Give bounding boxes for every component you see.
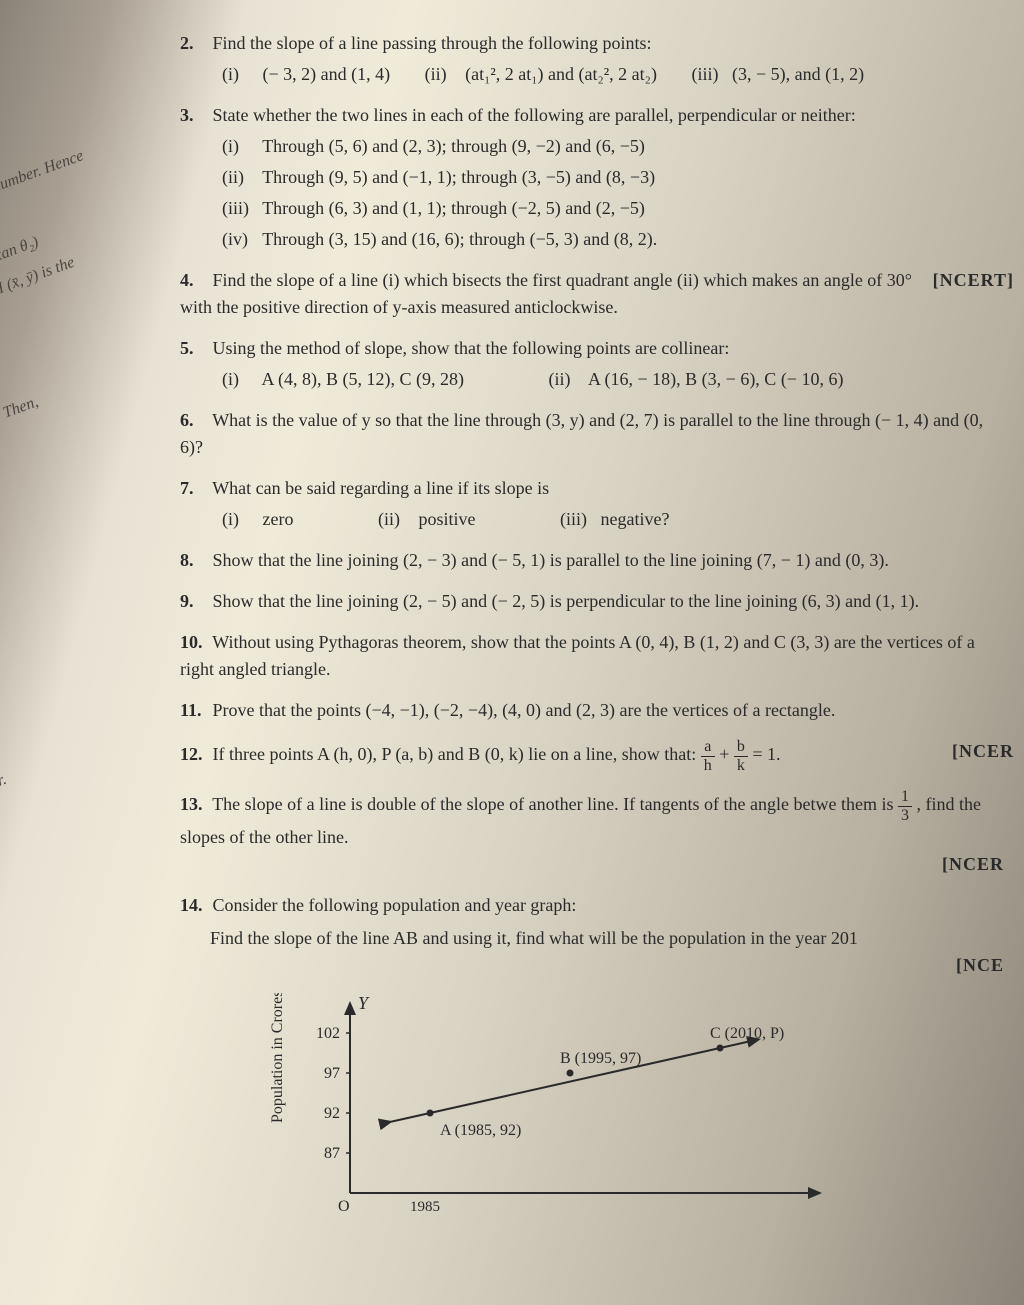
qtext: Find the slope of a line passing through… [213,33,652,53]
sub-text: Through (6, 3) and (1, 1); through (−2, … [262,198,645,218]
qnum: 4. [180,267,208,294]
sub-label: (i) [222,61,258,88]
qnum: 8. [180,547,208,574]
ncert-tag: [NCERT] [933,267,1014,294]
sub-label: (iii) [691,61,727,88]
question-6: 6. What is the value of y so that the li… [180,407,1004,461]
question-12: [NCER 12. If three points A (h, 0), P (a… [180,738,1004,774]
svg-text:97: 97 [324,1065,340,1082]
fraction: 13 [898,788,912,824]
fraction: ah [701,738,715,774]
qnum: 12. [180,741,208,768]
sub-text: (3, − 5), and (1, 2) [732,64,864,84]
svg-text:87: 87 [324,1145,340,1162]
qnum: 14. [180,892,208,919]
ncert-tag: [NCE [180,952,1004,979]
qtext: Show that the line joining (2, − 5) and … [213,591,920,611]
qnum: 2. [180,30,208,57]
plus: + [719,744,734,764]
ncert-tag: [NCER [180,851,1004,878]
fraction: bk [734,738,748,774]
question-5: 5. Using the method of slope, show that … [180,335,1004,393]
qtext: Using the method of slope, show that the… [213,338,730,358]
margin-note: number. Hence [0,144,87,199]
sub-text: Through (5, 6) and (2, 3); through (9, −… [262,136,645,156]
sub-text: positive [418,509,475,529]
sub-label: (i) [222,366,258,393]
question-13: 13. The slope of a line is double of the… [180,788,1004,878]
sub-text: Through (3, 15) and (16, 6); through (−5… [262,229,657,249]
svg-text:1985: 1985 [410,1199,440,1215]
question-4: [NCERT] 4. Find the slope of a line (i) … [180,267,1004,321]
sub-label: (i) [222,133,258,160]
sub-text: A (16, − 18), B (3, − 6), C (− 10, 6) [588,369,843,389]
qtext: State whether the two lines in each of t… [213,105,856,125]
question-14: 14. Consider the following population an… [180,892,1004,979]
qnum: 10. [180,629,208,656]
qtext: Find the slope of a line (i) which bisec… [180,270,912,317]
qtext-before: The slope of a line is double of the slo… [212,794,898,814]
qtext: What is the value of y so that the line … [180,410,983,457]
svg-text:92: 92 [324,1105,340,1122]
sub-label: (ii) [378,506,414,533]
qnum: 13. [180,791,208,818]
sub-text: (at₁², 2 at₁) and (at₂², 2 at₂) [465,64,657,84]
question-9: 9. Show that the line joining (2, − 5) a… [180,588,1004,615]
qtext: What can be said regarding a line if its… [212,478,549,498]
qtext-after: = 1. [752,744,780,764]
sub-label: (ii) [549,366,585,393]
qtext: Without using Pythagoras theorem, show t… [180,632,975,679]
question-8: 8. Show that the line joining (2, − 3) a… [180,547,1004,574]
population-graph: Y O Population in Crores 102 97 92 87 A (1985, … [260,993,1004,1253]
question-3: 3. State whether the two lines in each o… [180,102,1004,253]
sub-text: negative? [600,509,669,529]
sub-label: (iv) [222,226,258,253]
svg-text:O: O [338,1198,350,1215]
qnum: 7. [180,475,208,502]
qtext-before: If three points A (h, 0), P (a, b) and B… [213,744,701,764]
qnum: 6. [180,407,208,434]
qtext-line2: Find the slope of the line AB and using … [210,925,1004,952]
sub-text: (− 3, 2) and (1, 4) [263,64,391,84]
qtext: Prove that the points (−4, −1), (−2, −4)… [213,700,836,720]
qnum: 9. [180,588,208,615]
margin-note: e r. Then, [0,391,42,434]
margin-note: ar. [0,768,10,796]
svg-text:A (1985, 92): A (1985, 92) [440,1122,521,1139]
qnum: 11. [180,697,208,724]
sub-label: (iii) [560,506,596,533]
sub-label: (i) [222,506,258,533]
sub-text: Through (9, 5) and (−1, 1); through (3, … [262,167,655,187]
svg-text:B (1995, 97): B (1995, 97) [560,1050,641,1067]
sub-text: zero [263,509,294,529]
qtext: Show that the line joining (2, − 3) and … [213,550,889,570]
question-11: 11. Prove that the points (−4, −1), (−2,… [180,697,1004,724]
sub-label: (ii) [222,164,258,191]
graph-svg: Y O Population in Crores 102 97 92 87 A (1985, … [260,993,860,1253]
sub-label: (iii) [222,195,258,222]
svg-text:C (2010, P): C (2010, P) [710,1025,784,1042]
qnum: 3. [180,102,208,129]
svg-text:Population in Crores: Population in Crores [269,993,286,1123]
qtext: Consider the following population and ye… [213,895,577,915]
sub-label: (ii) [425,61,461,88]
ncert-tag: [NCER [952,738,1014,765]
svg-text:102: 102 [316,1025,340,1042]
sub-text: A (4, 8), B (5, 12), C (9, 28) [262,369,464,389]
question-10: 10. Without using Pythagoras theorem, sh… [180,629,1004,683]
qnum: 5. [180,335,208,362]
question-7: 7. What can be said regarding a line if … [180,475,1004,533]
svg-text:Y: Y [358,993,370,1013]
question-2: 2. Find the slope of a line passing thro… [180,30,1004,88]
